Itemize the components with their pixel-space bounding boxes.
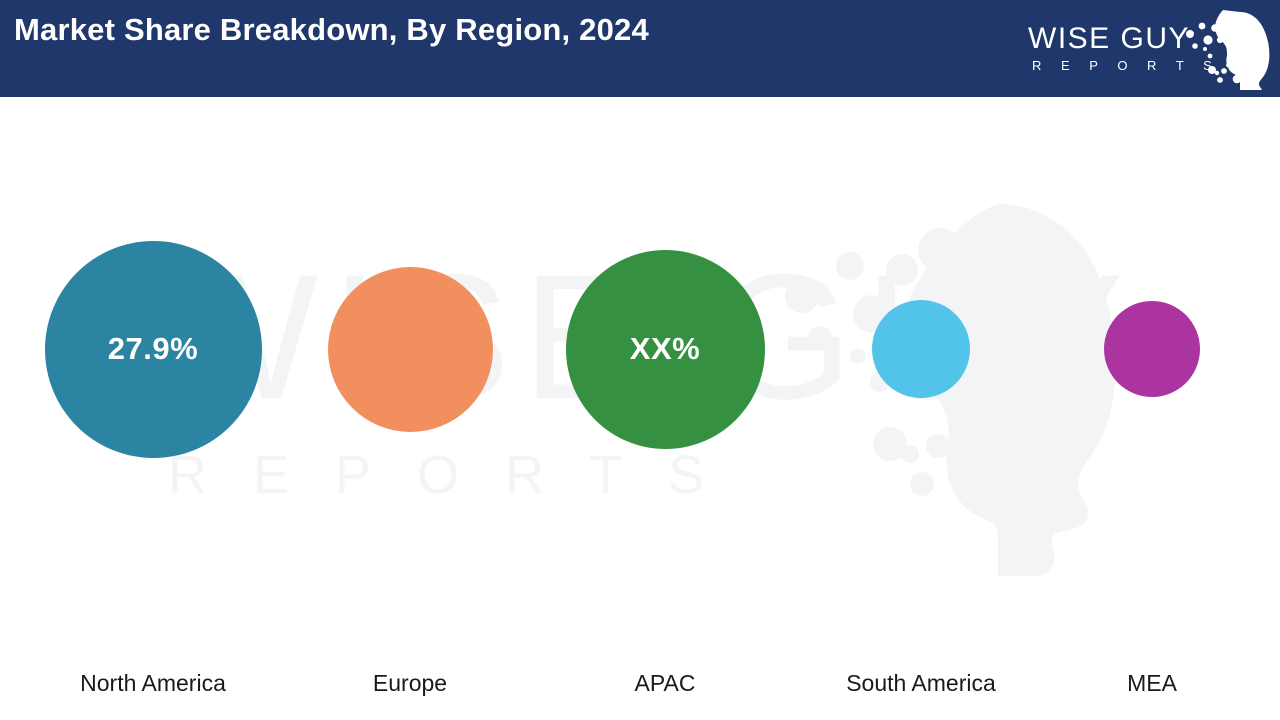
page-title: Market Share Breakdown, By Region, 2024 — [14, 12, 649, 47]
bubble-value-apac: XX% — [629, 331, 701, 366]
page-header: Market Share Breakdown, By Region, 2024 … — [0, 0, 1280, 97]
watermark-subword: REPORTS — [168, 445, 751, 505]
bubble-value-north-america: 27.9% — [107, 331, 199, 366]
bubble-south-america[interactable] — [872, 300, 970, 398]
logo-subword: R E P O R T S — [1032, 58, 1220, 73]
bubble-north-america[interactable]: 27.9% — [44, 240, 262, 458]
category-label-europe: Europe — [372, 670, 448, 696]
category-label-south-america: South America — [846, 670, 996, 696]
bubble-apac[interactable]: XX% — [565, 249, 765, 449]
bubble-europe[interactable] — [327, 266, 493, 432]
wiseguy-head-icon — [1186, 10, 1270, 90]
logo-wordmark: WISE GUY — [1028, 22, 1191, 55]
category-label-mea: MEA — [1127, 670, 1177, 696]
brand-logo[interactable]: WISE GUY R E P O R T S — [1012, 6, 1272, 92]
category-label-apac: APAC — [634, 670, 696, 696]
bubble-mea[interactable] — [1104, 301, 1200, 397]
category-label-north-america: North America — [80, 670, 226, 696]
